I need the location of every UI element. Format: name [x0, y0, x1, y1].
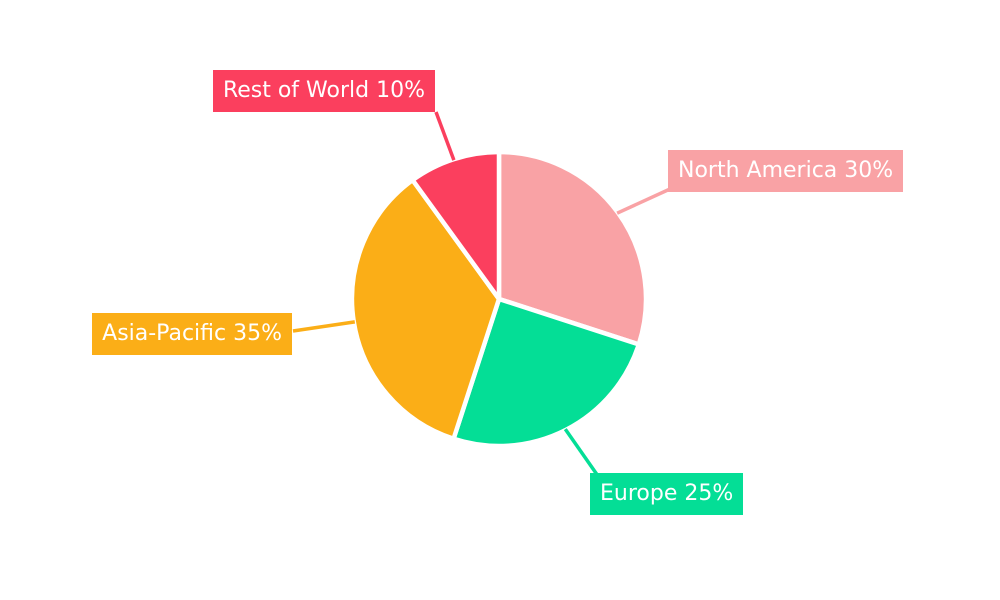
leader-line-north-america: [616, 187, 671, 215]
leader-line-asia-pacific: [292, 320, 356, 333]
leader-line-rest-of-world: [434, 111, 456, 161]
pie-slices-group: [349, 149, 649, 449]
leader-line-europe: [563, 428, 600, 478]
leader-lines-group: [292, 111, 671, 478]
